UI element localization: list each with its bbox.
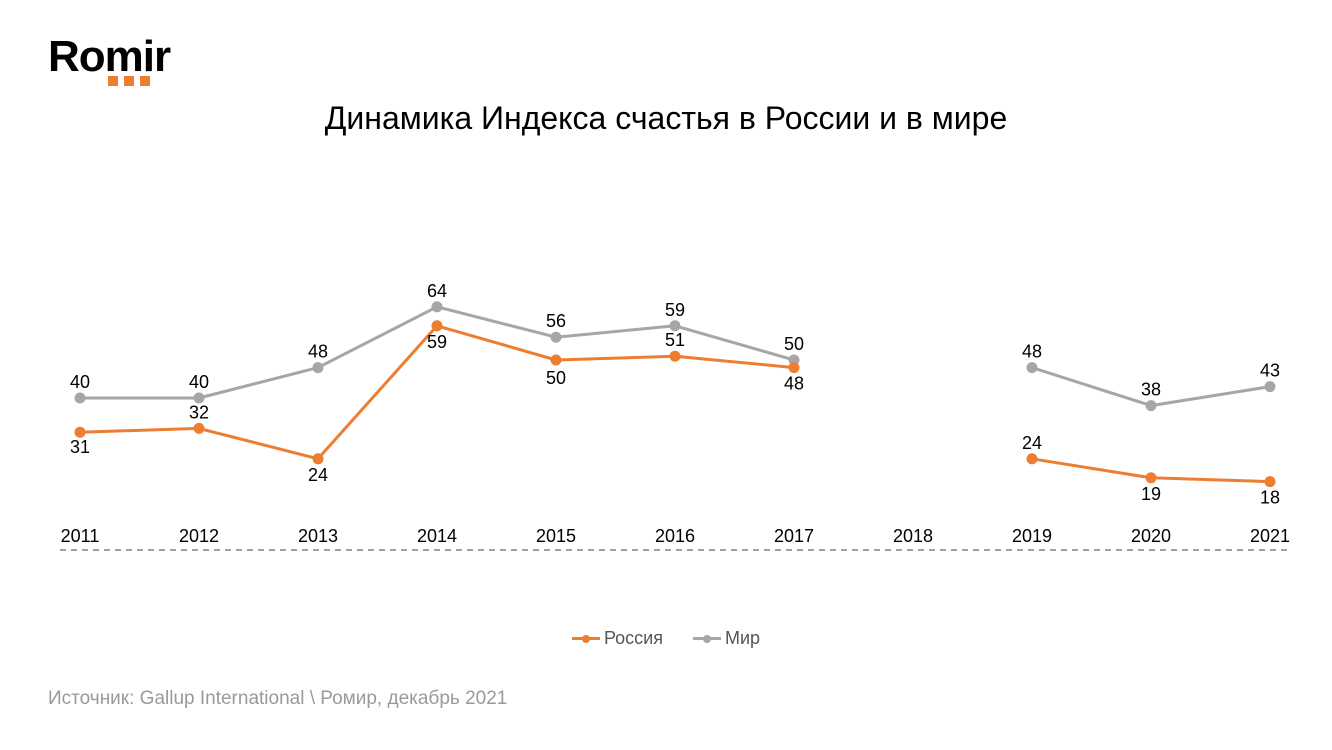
series-marker [1146, 401, 1156, 411]
legend-marker-icon [582, 635, 590, 643]
legend-swatch [693, 633, 721, 645]
data-label: 19 [1141, 484, 1161, 504]
x-tick-label: 2015 [536, 526, 576, 546]
legend-marker-icon [703, 635, 711, 643]
data-label: 64 [427, 281, 447, 301]
data-label: 40 [189, 372, 209, 392]
legend-item: Россия [572, 628, 663, 649]
series-marker [1265, 382, 1275, 392]
series-marker [551, 332, 561, 342]
series-marker [670, 351, 680, 361]
data-label: 40 [70, 372, 90, 392]
data-label: 48 [1022, 342, 1042, 362]
happiness-index-chart: 2011 2012 2013 2014 2015 2016 2017 2018 2019 2020… [60, 170, 1290, 590]
series-marker [432, 321, 442, 331]
series-marker [789, 363, 799, 373]
series-marker [1146, 473, 1156, 483]
data-label: 51 [665, 330, 685, 350]
data-label: 48 [784, 374, 804, 394]
series-marker [75, 393, 85, 403]
legend-item: Мир [693, 628, 760, 649]
data-label: 50 [784, 334, 804, 354]
series-marker [1027, 363, 1037, 373]
logo-dot-icon [124, 76, 134, 86]
series-marker [75, 427, 85, 437]
series-marker [194, 423, 204, 433]
logo-dot-icon [140, 76, 150, 86]
source-attribution: Источник: Gallup International \ Ромир, … [48, 688, 507, 710]
series-marker [313, 363, 323, 373]
legend-swatch [572, 633, 600, 645]
data-label: 59 [665, 300, 685, 320]
data-label: 59 [427, 332, 447, 352]
data-label: 32 [189, 402, 209, 422]
data-label: 50 [546, 368, 566, 388]
data-label: 31 [70, 437, 90, 457]
brand-logo: Romir [48, 32, 170, 86]
chart-legend: Россия Мир [0, 628, 1332, 649]
page-root: Romir Динамика Индекса счастья в России … [0, 0, 1332, 750]
data-label: 43 [1260, 361, 1280, 381]
series-marker [1027, 454, 1037, 464]
x-tick-label: 2019 [1012, 526, 1052, 546]
chart-title: Динамика Индекса счастья в России и в ми… [0, 100, 1332, 137]
x-tick-label: 2021 [1250, 526, 1290, 546]
brand-logo-text: Romir [48, 32, 170, 82]
data-label: 56 [546, 311, 566, 331]
x-tick-label: 2020 [1131, 526, 1171, 546]
data-label: 48 [308, 342, 328, 362]
series-marker [1265, 477, 1275, 487]
data-label: 24 [308, 465, 328, 485]
x-tick-label: 2014 [417, 526, 457, 546]
data-label: 38 [1141, 380, 1161, 400]
data-label: 18 [1260, 488, 1280, 508]
series-marker [432, 302, 442, 312]
x-tick-label: 2013 [298, 526, 338, 546]
data-label: 24 [1022, 433, 1042, 453]
logo-dot-icon [108, 76, 118, 86]
series-marker [551, 355, 561, 365]
series-marker [313, 454, 323, 464]
legend-label: Россия [604, 628, 663, 649]
x-tick-label: 2016 [655, 526, 695, 546]
legend-label: Мир [725, 628, 760, 649]
x-tick-label: 2017 [774, 526, 814, 546]
x-tick-label: 2011 [61, 526, 100, 546]
x-tick-label: 2018 [893, 526, 933, 546]
x-tick-label: 2012 [179, 526, 219, 546]
